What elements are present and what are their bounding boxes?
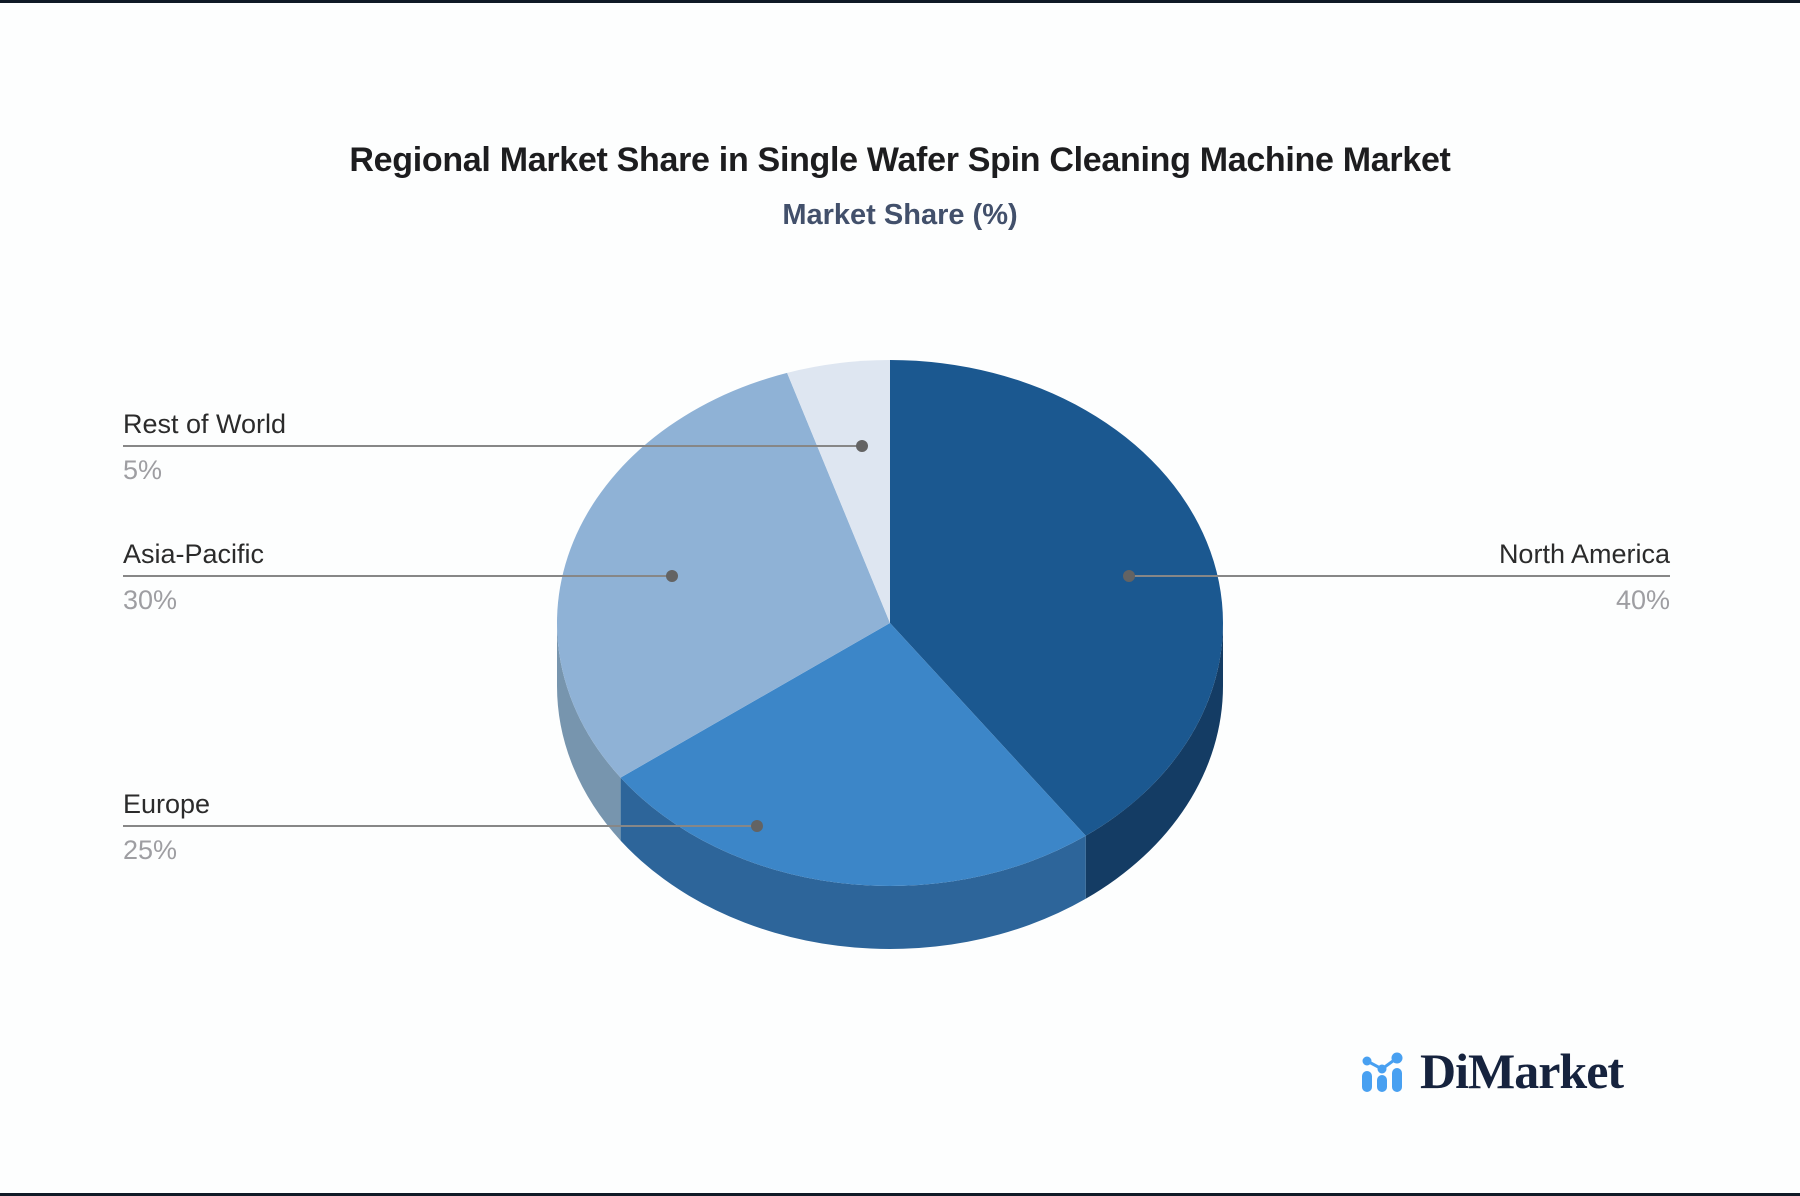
bar-line-chart-icon	[1362, 1052, 1403, 1092]
dimarket-logo: DiMarket	[1360, 1043, 1624, 1099]
slice-name: Europe	[123, 789, 211, 819]
pie-label-europe: Europe 25%	[123, 788, 683, 866]
pie-label-north-america: North America 40%	[1110, 538, 1670, 616]
slice-value: 40%	[1615, 585, 1670, 615]
brand-name: DiMarket	[1420, 1043, 1624, 1099]
chart-title: Regional Market Share in Single Wafer Sp…	[349, 141, 1451, 179]
pie-label-rest-of-world: Rest of World 5%	[123, 408, 683, 486]
pie-chart-3d	[123, 360, 1670, 949]
slice-value: 30%	[123, 585, 178, 615]
slice-name: Asia-Pacific	[123, 539, 265, 569]
pie-label-asia-pacific: Asia-Pacific 30%	[123, 538, 683, 616]
chart-subtitle: Market Share (%)	[782, 199, 1018, 231]
slice-name: Rest of World	[123, 409, 287, 439]
slice-value: 25%	[123, 835, 178, 865]
slice-value: 5%	[123, 455, 163, 485]
slice-name: North America	[1498, 539, 1670, 569]
